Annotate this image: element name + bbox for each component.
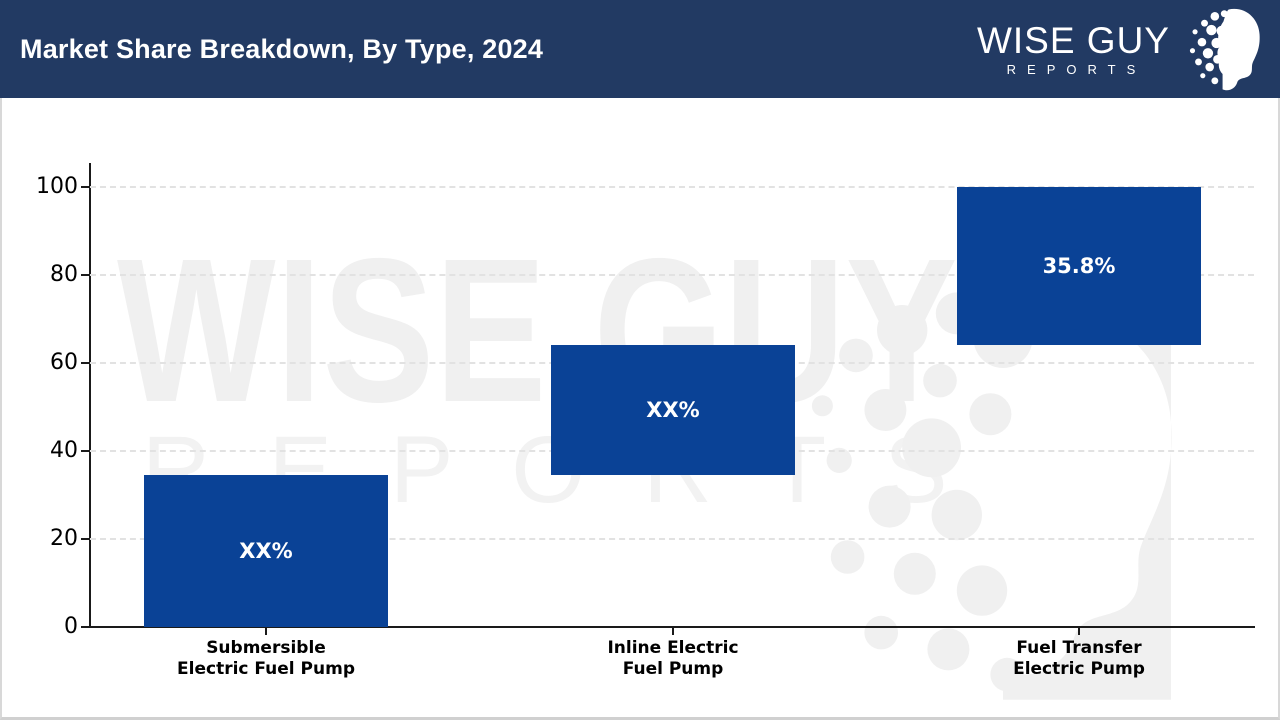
y-tick-label-0: 0 (64, 614, 78, 639)
x-tick-mark-3 (1078, 628, 1080, 635)
gridline-80 (90, 274, 1254, 276)
x-tick-mark-2 (672, 628, 674, 635)
bar-value-label-2: XX% (646, 397, 700, 422)
bar-value-label-3: 35.8% (1042, 253, 1116, 278)
bar-segment-3: 35.8% (957, 187, 1201, 345)
bar-chart: 0 20 40 60 80 100 XX% Submersible Electric Fuel… (2, 98, 1278, 717)
y-tick-label-60: 60 (50, 350, 78, 375)
x-category-label-1: Submersible Electric Fuel Pump (177, 638, 355, 680)
logo-face-icon (1189, 8, 1260, 91)
bar-segment-1: XX% (144, 475, 388, 627)
y-axis-line (89, 163, 91, 627)
y-tick-label-20: 20 (50, 526, 78, 551)
y-tick-mark-100 (81, 186, 90, 188)
header-bar: Market Share Breakdown, By Type, 2024 WI… (0, 0, 1280, 98)
y-tick-mark-0 (81, 626, 90, 628)
gridline-20 (90, 538, 1254, 540)
x-tick-mark-1 (265, 628, 267, 635)
chart-title: Market Share Breakdown, By Type, 2024 (20, 33, 544, 64)
y-tick-label-80: 80 (50, 262, 78, 287)
y-tick-label-40: 40 (50, 438, 78, 463)
chart-canvas: WISE GUY REPORTS 020406080100XX%Submersi… (0, 98, 1280, 720)
wiseguy-logo: WISE GUY REPORTS (977, 6, 1266, 92)
x-category-label-2: Inline Electric Fuel Pump (607, 638, 739, 680)
y-tick-mark-20 (81, 538, 90, 540)
bar-value-label-1: XX% (239, 539, 293, 564)
y-tick-mark-80 (81, 274, 90, 276)
x-axis-line (89, 626, 1255, 628)
y-tick-label-100: 100 (36, 174, 78, 199)
logo-reports-label: REPORTS (1006, 62, 1147, 77)
x-category-label-3: Fuel Transfer Electric Pump (1013, 638, 1145, 680)
y-tick-mark-40 (81, 450, 90, 452)
y-tick-mark-60 (81, 362, 90, 364)
gridline-100 (90, 186, 1254, 188)
bar-segment-2: XX% (551, 344, 795, 476)
logo-text: WISE GUY REPORTS (977, 22, 1170, 76)
logo-wordmark: WISE GUY (976, 20, 1170, 61)
